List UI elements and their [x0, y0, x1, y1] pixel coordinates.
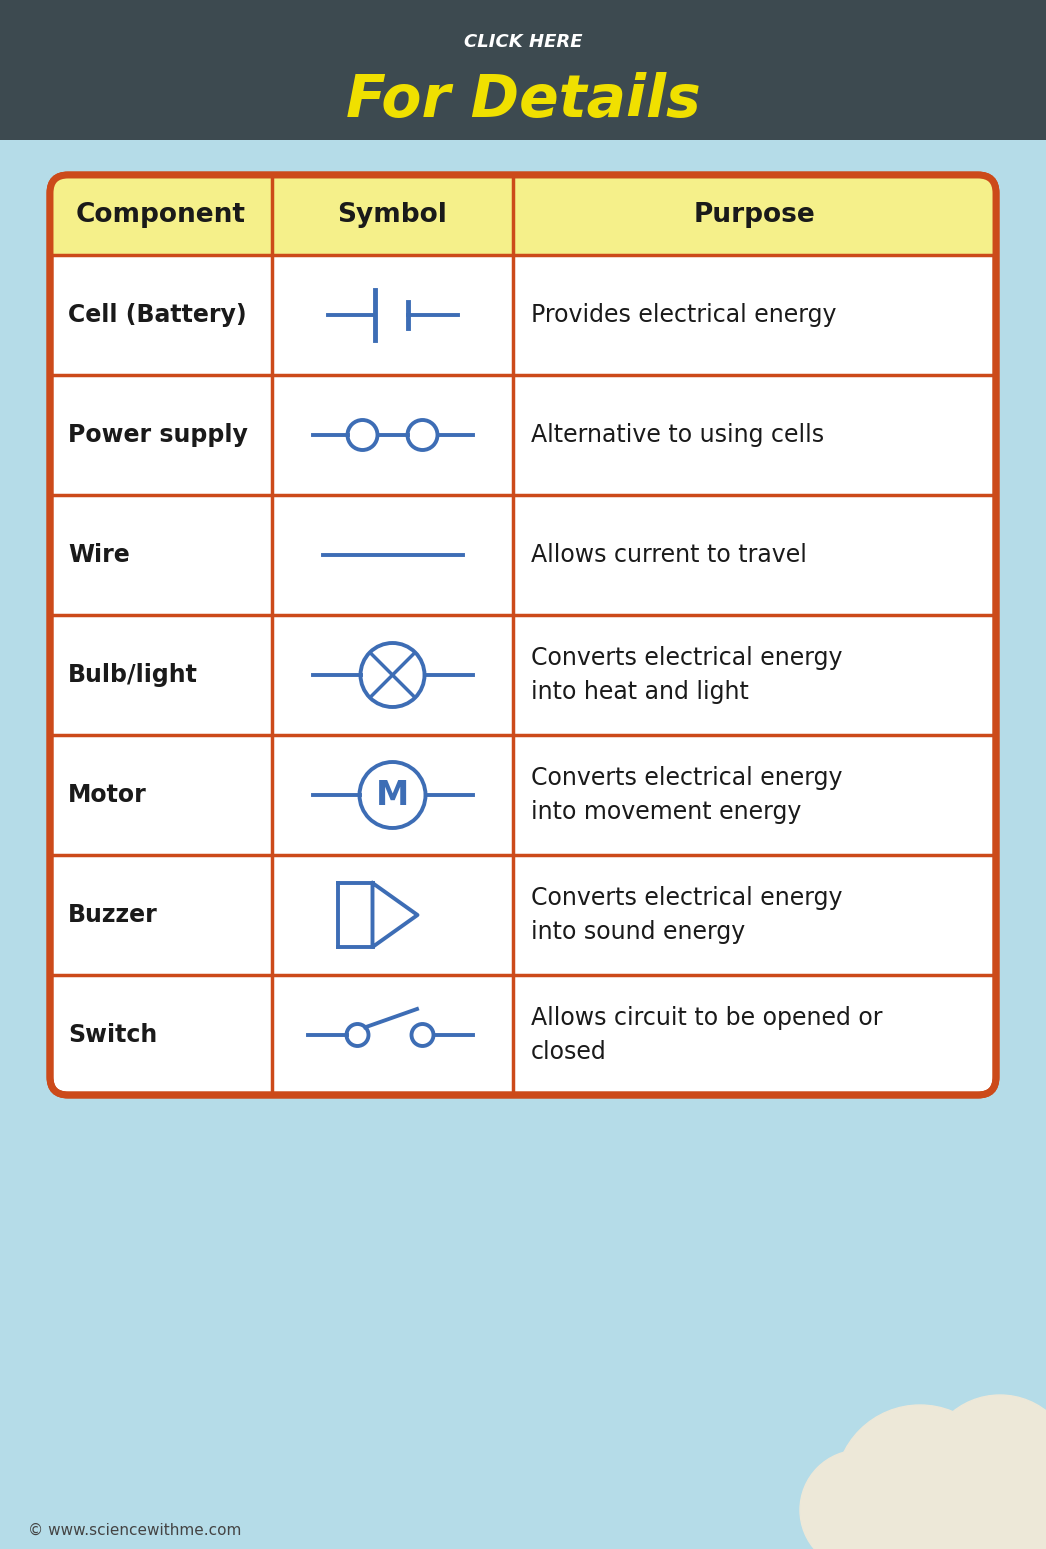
- Text: Motor: Motor: [68, 782, 146, 807]
- Text: Provides electrical energy: Provides electrical energy: [531, 304, 837, 327]
- FancyBboxPatch shape: [50, 175, 996, 1095]
- Text: For Details: For Details: [345, 71, 701, 129]
- Text: Symbol: Symbol: [338, 201, 448, 228]
- Text: Purpose: Purpose: [693, 201, 816, 228]
- Text: CLICK HERE: CLICK HERE: [463, 33, 583, 51]
- Circle shape: [905, 1445, 1034, 1549]
- Bar: [53, 178, 993, 256]
- Text: Buzzer: Buzzer: [68, 903, 158, 926]
- Bar: [0, 0, 1046, 139]
- Text: Wire: Wire: [68, 544, 130, 567]
- Circle shape: [835, 1405, 1005, 1549]
- Text: Component: Component: [76, 201, 246, 228]
- Text: Bulb/light: Bulb/light: [68, 663, 198, 688]
- Text: M: M: [376, 779, 409, 812]
- Text: © www.sciencewithme.com: © www.sciencewithme.com: [28, 1523, 242, 1538]
- Text: Alternative to using cells: Alternative to using cells: [531, 423, 824, 448]
- Text: Cell (Battery): Cell (Battery): [68, 304, 247, 327]
- Circle shape: [976, 1430, 1046, 1549]
- Text: Power supply: Power supply: [68, 423, 248, 448]
- Text: Converts electrical energy
into movement energy: Converts electrical energy into movement…: [531, 767, 842, 824]
- Circle shape: [800, 1450, 920, 1549]
- Circle shape: [925, 1396, 1046, 1544]
- Text: Converts electrical energy
into sound energy: Converts electrical energy into sound en…: [531, 886, 842, 943]
- Text: Switch: Switch: [68, 1022, 157, 1047]
- Text: Allows circuit to be opened or
closed: Allows circuit to be opened or closed: [531, 1007, 883, 1064]
- Text: Allows current to travel: Allows current to travel: [531, 544, 806, 567]
- Text: Converts electrical energy
into heat and light: Converts electrical energy into heat and…: [531, 646, 842, 703]
